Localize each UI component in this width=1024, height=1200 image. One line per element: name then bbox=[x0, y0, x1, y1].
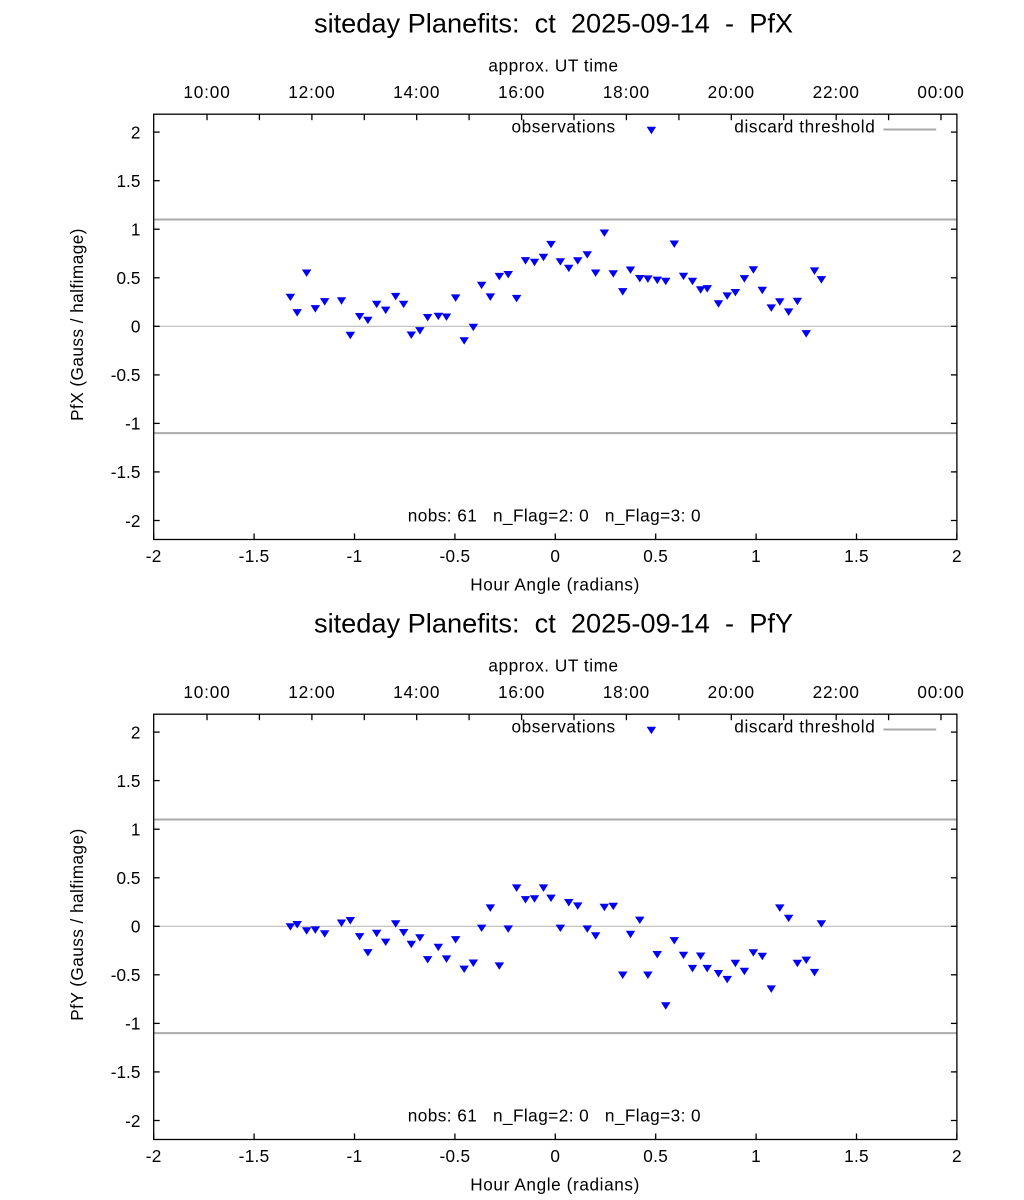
svg-text:-2: -2 bbox=[146, 1146, 162, 1166]
svg-text:-1.5: -1.5 bbox=[239, 546, 270, 566]
svg-text:0: 0 bbox=[550, 546, 560, 566]
svg-text:0.5: 0.5 bbox=[643, 1146, 668, 1166]
svg-text:00:00: 00:00 bbox=[917, 82, 964, 102]
svg-text:-1: -1 bbox=[347, 546, 363, 566]
svg-text:18:00: 18:00 bbox=[603, 682, 650, 702]
svg-text:approx. UT time: approx. UT time bbox=[488, 56, 618, 76]
svg-text:-1: -1 bbox=[125, 414, 140, 434]
svg-text:1.5: 1.5 bbox=[116, 171, 140, 191]
svg-text:-2: -2 bbox=[146, 546, 162, 566]
svg-text:0.5: 0.5 bbox=[116, 868, 140, 888]
svg-text:observations: observations bbox=[512, 717, 616, 737]
svg-text:-0.5: -0.5 bbox=[439, 546, 470, 566]
svg-text:2: 2 bbox=[131, 122, 141, 142]
svg-text:12:00: 12:00 bbox=[288, 82, 335, 102]
svg-text:14:00: 14:00 bbox=[393, 82, 440, 102]
svg-text:-1: -1 bbox=[347, 1146, 363, 1166]
svg-text:20:00: 20:00 bbox=[708, 682, 755, 702]
svg-text:16:00: 16:00 bbox=[498, 682, 545, 702]
svg-text:-1.5: -1.5 bbox=[239, 1146, 270, 1166]
svg-text:nobs: 61 n_Flag=2: 0 n_Fla: nobs: 61 n_Flag=2: 0 n_Flag=3: 0 bbox=[408, 506, 701, 526]
svg-text:Hour Angle (radians): Hour Angle (radians) bbox=[470, 1175, 640, 1195]
svg-text:Hour Angle (radians): Hour Angle (radians) bbox=[470, 575, 640, 595]
svg-text:22:00: 22:00 bbox=[813, 82, 860, 102]
svg-text:1: 1 bbox=[751, 1146, 761, 1166]
svg-text:12:00: 12:00 bbox=[288, 682, 335, 702]
svg-text:-0.5: -0.5 bbox=[111, 365, 141, 385]
svg-text:approx. UT time: approx. UT time bbox=[488, 656, 618, 676]
svg-text:0: 0 bbox=[550, 1146, 560, 1166]
svg-text:2: 2 bbox=[952, 546, 962, 566]
svg-text:0.5: 0.5 bbox=[643, 546, 668, 566]
svg-text:PfX (Gauss / halfimage): PfX (Gauss / halfimage) bbox=[67, 228, 87, 421]
svg-text:1.5: 1.5 bbox=[844, 1146, 869, 1166]
svg-text:18:00: 18:00 bbox=[603, 82, 650, 102]
svg-text:-1.5: -1.5 bbox=[111, 462, 141, 482]
svg-text:22:00: 22:00 bbox=[813, 682, 860, 702]
svg-text:-0.5: -0.5 bbox=[111, 965, 141, 985]
svg-text:siteday Planefits: ct 2025-0: siteday Planefits: ct 2025-09-14 - PfX bbox=[314, 7, 793, 38]
svg-text:2: 2 bbox=[952, 1146, 962, 1166]
svg-text:00:00: 00:00 bbox=[917, 682, 964, 702]
svg-text:-1: -1 bbox=[125, 1014, 140, 1034]
svg-text:PfY (Gauss / halfimage): PfY (Gauss / halfimage) bbox=[67, 828, 87, 1021]
svg-text:0.5: 0.5 bbox=[116, 268, 140, 288]
svg-text:-0.5: -0.5 bbox=[439, 1146, 470, 1166]
svg-text:1.5: 1.5 bbox=[116, 771, 140, 791]
svg-text:1: 1 bbox=[131, 220, 141, 240]
svg-text:10:00: 10:00 bbox=[183, 682, 230, 702]
svg-text:1: 1 bbox=[131, 820, 141, 840]
svg-text:nobs: 61 n_Flag=2: 0 n_Fla: nobs: 61 n_Flag=2: 0 n_Flag=3: 0 bbox=[408, 1106, 701, 1126]
svg-text:14:00: 14:00 bbox=[393, 682, 440, 702]
svg-text:-1.5: -1.5 bbox=[111, 1062, 141, 1082]
svg-text:discard threshold: discard threshold bbox=[734, 117, 875, 137]
svg-text:-2: -2 bbox=[125, 1111, 140, 1131]
svg-text:siteday Planefits: ct 2025-0: siteday Planefits: ct 2025-09-14 - PfY bbox=[314, 607, 793, 638]
svg-text:20:00: 20:00 bbox=[708, 82, 755, 102]
svg-text:-2: -2 bbox=[125, 511, 140, 531]
svg-text:16:00: 16:00 bbox=[498, 82, 545, 102]
svg-text:observations: observations bbox=[512, 117, 616, 137]
svg-text:2: 2 bbox=[131, 722, 141, 742]
svg-text:discard threshold: discard threshold bbox=[734, 717, 875, 737]
svg-text:1: 1 bbox=[751, 546, 761, 566]
svg-text:0: 0 bbox=[131, 317, 141, 337]
svg-text:1.5: 1.5 bbox=[844, 546, 869, 566]
svg-text:0: 0 bbox=[131, 917, 141, 937]
svg-text:10:00: 10:00 bbox=[183, 82, 230, 102]
